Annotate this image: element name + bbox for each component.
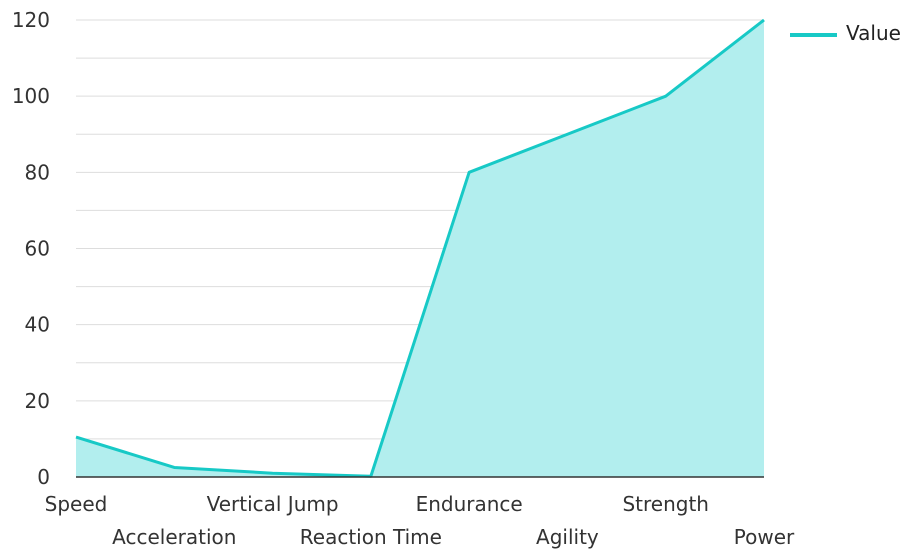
x-tick-label: Power — [734, 525, 795, 549]
y-tick-label: 120 — [12, 8, 50, 32]
x-tick-label: Agility — [536, 525, 599, 549]
x-tick-label: Vertical Jump — [207, 492, 339, 516]
y-tick-label: 100 — [12, 84, 50, 108]
series-area — [75, 18, 765, 478]
legend: Value — [790, 21, 901, 45]
y-axis-ticks: 0 20 40 60 80 100 120 — [12, 8, 50, 489]
y-tick-label: 40 — [25, 313, 50, 337]
y-tick-label: 60 — [25, 237, 50, 261]
grid-lines — [76, 19, 764, 440]
x-tick-label: Reaction Time — [300, 525, 442, 549]
series-line-value — [75, 18, 765, 478]
x-tick-label: Strength — [622, 492, 709, 516]
series-area-fill — [76, 20, 764, 477]
y-tick-label: 0 — [37, 465, 50, 489]
x-tick-label: Acceleration — [112, 525, 236, 549]
y-tick-label: 20 — [25, 389, 50, 413]
x-tick-label: Speed — [45, 492, 108, 516]
legend-label-value: Value — [846, 21, 901, 45]
x-tick-label: Endurance — [416, 492, 523, 516]
y-tick-label: 80 — [25, 160, 50, 184]
